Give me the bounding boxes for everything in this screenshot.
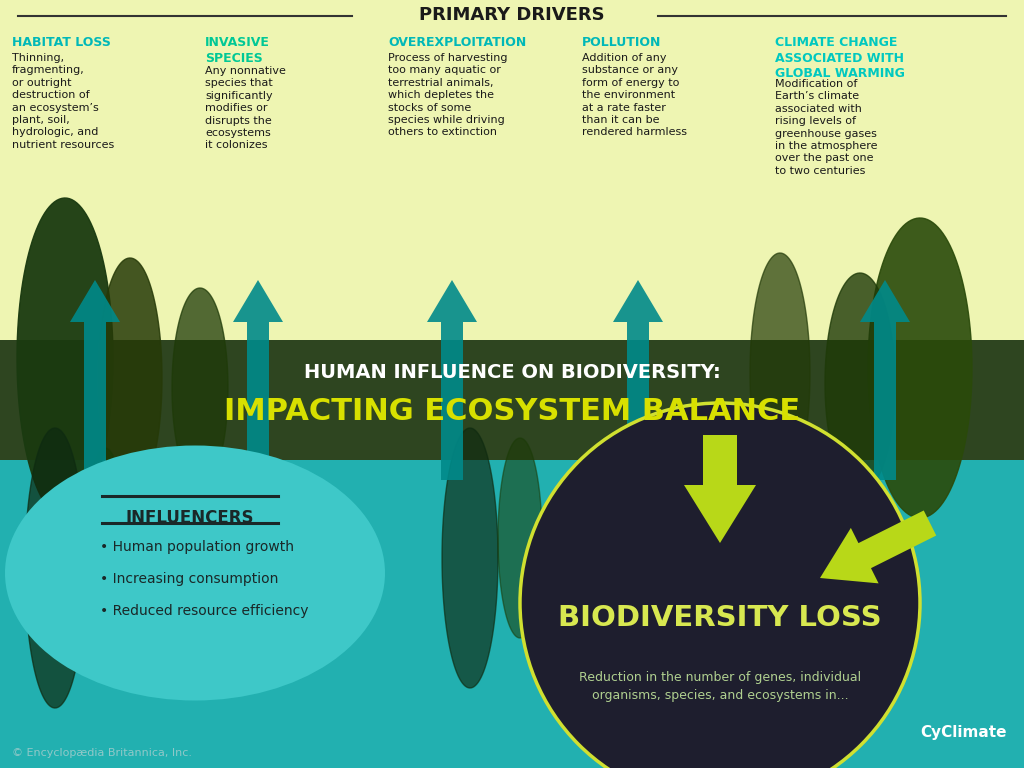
Polygon shape — [17, 198, 113, 518]
FancyArrow shape — [820, 511, 936, 584]
FancyArrow shape — [684, 435, 756, 543]
Ellipse shape — [5, 445, 385, 700]
Text: INVASIVE
SPECIES: INVASIVE SPECIES — [205, 36, 270, 65]
Text: Addition of any
substance or any
form of energy to
the environment
at a rate fas: Addition of any substance or any form of… — [582, 53, 687, 137]
Text: BIODIVERSITY LOSS: BIODIVERSITY LOSS — [558, 604, 882, 632]
Polygon shape — [172, 288, 228, 488]
Text: INFLUENCERS: INFLUENCERS — [126, 509, 254, 527]
Text: Process of harvesting
too many aquatic or
terrestrial animals,
which depletes th: Process of harvesting too many aquatic o… — [388, 53, 508, 137]
Polygon shape — [98, 258, 162, 498]
Text: Any nonnative
species that
significantly
modifies or
disrupts the
ecosystems
it : Any nonnative species that significantly… — [205, 66, 286, 151]
Polygon shape — [868, 218, 972, 518]
Text: • Human population growth: • Human population growth — [100, 540, 294, 554]
Polygon shape — [442, 428, 498, 688]
Bar — [0, 0, 1024, 340]
Text: HUMAN INFLUENCE ON BIODIVERSITY:: HUMAN INFLUENCE ON BIODIVERSITY: — [304, 362, 720, 382]
Text: Thinning,
fragmenting,
or outright
destruction of
an ecosystem’s
plant, soil,
hy: Thinning, fragmenting, or outright destr… — [12, 53, 115, 150]
Text: Modification of
Earth’s climate
associated with
rising levels of
greenhouse gase: Modification of Earth’s climate associat… — [775, 79, 878, 176]
FancyArrow shape — [233, 280, 283, 480]
Polygon shape — [83, 448, 127, 668]
FancyArrow shape — [70, 280, 120, 480]
Text: CLIMATE CHANGE
ASSOCIATED WITH
GLOBAL WARMING: CLIMATE CHANGE ASSOCIATED WITH GLOBAL WA… — [775, 36, 905, 80]
Polygon shape — [750, 253, 810, 493]
FancyArrow shape — [427, 280, 477, 480]
Text: CyClimate: CyClimate — [920, 725, 1007, 740]
Text: OVEREXPLOITATION: OVEREXPLOITATION — [388, 36, 526, 49]
Text: Reduction in the number of genes, individual
organisms, species, and ecosystems : Reduction in the number of genes, indivi… — [579, 671, 861, 702]
Text: • Increasing consumption: • Increasing consumption — [100, 572, 279, 586]
Text: POLLUTION: POLLUTION — [582, 36, 662, 49]
FancyArrow shape — [860, 280, 910, 480]
Polygon shape — [25, 428, 85, 708]
Circle shape — [520, 403, 920, 768]
Text: © Encyclopædia Britannica, Inc.: © Encyclopædia Britannica, Inc. — [12, 748, 193, 758]
Polygon shape — [825, 273, 895, 493]
Bar — [0, 340, 1024, 460]
Text: IMPACTING ECOSYSTEM BALANCE: IMPACTING ECOSYSTEM BALANCE — [224, 398, 800, 426]
Text: PRIMARY DRIVERS: PRIMARY DRIVERS — [419, 6, 605, 24]
FancyArrow shape — [613, 280, 663, 480]
Text: • Reduced resource efficiency: • Reduced resource efficiency — [100, 604, 308, 618]
Text: HABITAT LOSS: HABITAT LOSS — [12, 36, 111, 49]
Polygon shape — [498, 438, 542, 638]
Bar — [0, 460, 1024, 768]
